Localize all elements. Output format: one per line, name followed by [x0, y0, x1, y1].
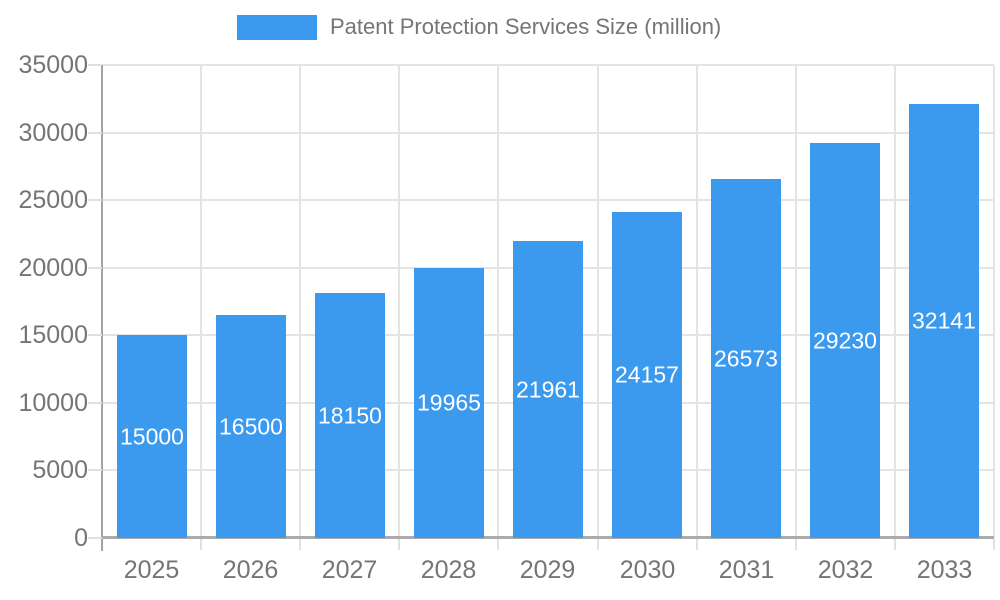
bar-value-label: 29230 [813, 327, 877, 353]
y-tick-label: 35000 [18, 51, 88, 79]
bar-value-label: 16500 [219, 413, 283, 439]
y-axis-tick [88, 199, 102, 202]
x-grid-line [894, 65, 896, 538]
bar[interactable]: 18150 [315, 293, 385, 538]
x-axis-tick [696, 539, 698, 550]
y-tick-label: 15000 [18, 321, 88, 350]
y-axis-tick [88, 266, 102, 269]
bar[interactable]: 26573 [711, 179, 781, 538]
bar-value-label: 18150 [318, 402, 382, 428]
y-grid-line [102, 64, 994, 66]
x-tick-label: 2028 [420, 556, 477, 584]
x-grid-line [398, 65, 400, 538]
bar[interactable]: 16500 [216, 315, 286, 538]
x-tick-label: 2030 [619, 556, 676, 584]
x-grid-line [200, 65, 202, 538]
x-tick-label: 2031 [718, 556, 775, 584]
bar-value-label: 21961 [516, 376, 580, 402]
y-grid-line [102, 131, 994, 134]
x-axis-tick [398, 539, 400, 550]
x-axis-tick [795, 539, 797, 550]
x-tick-label: 2026 [222, 556, 279, 584]
legend-label: Patent Protection Services Size (million… [330, 14, 722, 39]
bar[interactable]: 32141 [909, 104, 979, 538]
x-axis-tick [299, 539, 301, 550]
bar[interactable]: 15000 [117, 335, 187, 538]
y-axis-tick [88, 334, 102, 337]
x-grid-line [696, 65, 698, 538]
y-axis-tick [88, 64, 102, 66]
y-tick-label: 0 [74, 524, 88, 552]
bar-value-label: 26573 [714, 345, 778, 371]
bar-value-label: 32141 [912, 307, 976, 334]
x-axis-tick [497, 539, 499, 550]
x-axis-tick [597, 539, 599, 550]
bar-value-label: 19965 [417, 389, 481, 416]
x-grid-line [497, 65, 499, 538]
y-axis-tick [88, 469, 102, 472]
bar[interactable]: 24157 [612, 212, 682, 538]
y-tick-label: 25000 [18, 186, 88, 215]
y-axis-tick [88, 401, 102, 404]
y-tick-label: 10000 [18, 388, 88, 417]
y-axis-tick [88, 537, 102, 539]
x-grid-line [299, 65, 301, 538]
bar[interactable]: 21961 [513, 241, 583, 538]
x-tick-label: 2029 [519, 556, 576, 584]
x-axis-tick [993, 539, 995, 550]
x-grid-line [795, 65, 797, 538]
legend-swatch [237, 14, 317, 40]
legend-item[interactable]: Patent Protection Services Size (million… [237, 14, 721, 40]
x-grid-line [993, 65, 995, 538]
bar-value-label: 15000 [120, 423, 184, 449]
y-grid-line [102, 199, 994, 202]
x-tick-label: 2032 [817, 556, 874, 584]
y-axis-tick [88, 131, 102, 134]
y-tick-label: 30000 [18, 118, 88, 147]
x-axis-tick [200, 539, 202, 550]
y-tick-label: 5000 [32, 456, 88, 485]
y-tick-label: 20000 [18, 253, 88, 282]
x-axis-tick [894, 539, 896, 550]
x-tick-label: 2033 [916, 556, 973, 584]
bar-value-label: 24157 [615, 361, 679, 388]
y-axis-line [101, 65, 103, 551]
bar[interactable]: 19965 [414, 268, 484, 538]
plot-area: 15000 16500 18150 19965 21961 24157 26573 29230… [101, 64, 995, 551]
x-grid-line [597, 65, 599, 538]
bar[interactable]: 29230 [810, 143, 880, 538]
x-tick-label: 2027 [321, 556, 378, 584]
x-tick-label: 2025 [123, 556, 180, 584]
